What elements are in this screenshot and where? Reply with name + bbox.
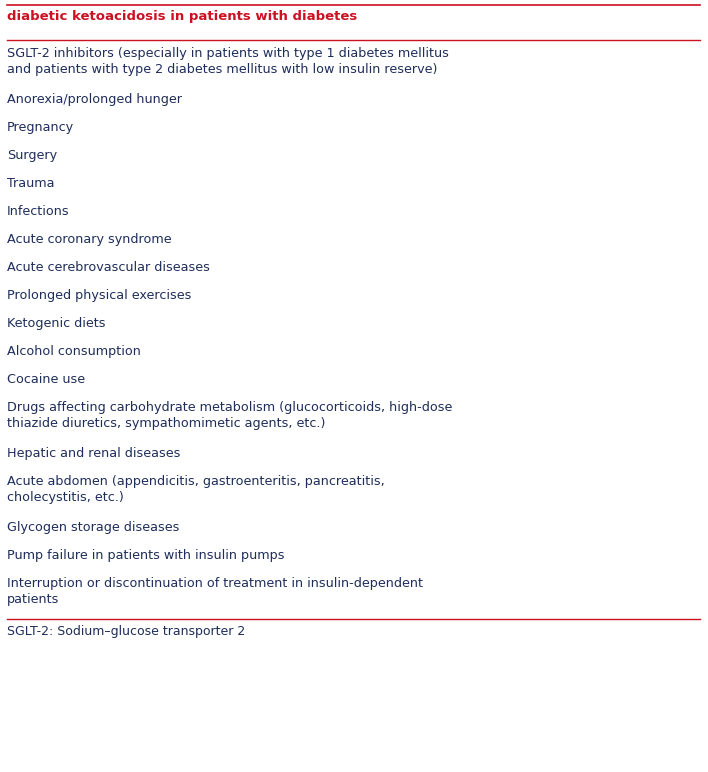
Text: Pregnancy: Pregnancy: [7, 121, 74, 134]
Text: Interruption or discontinuation of treatment in insulin-dependent
patients: Interruption or discontinuation of treat…: [7, 577, 423, 605]
Text: diabetic ketoacidosis in patients with diabetes: diabetic ketoacidosis in patients with d…: [7, 10, 358, 23]
Text: Infections: Infections: [7, 205, 69, 218]
Text: Drugs affecting carbohydrate metabolism (glucocorticoids, high-dose
thiazide diu: Drugs affecting carbohydrate metabolism …: [7, 401, 452, 429]
Text: SGLT-2 inhibitors (especially in patients with type 1 diabetes mellitus
and pati: SGLT-2 inhibitors (especially in patient…: [7, 47, 449, 76]
Text: SGLT-2: Sodium–glucose transporter 2: SGLT-2: Sodium–glucose transporter 2: [7, 625, 245, 638]
Text: Surgery: Surgery: [7, 149, 57, 162]
Text: Anorexia/prolonged hunger: Anorexia/prolonged hunger: [7, 93, 182, 106]
Text: Cocaine use: Cocaine use: [7, 373, 85, 386]
Text: Hepatic and renal diseases: Hepatic and renal diseases: [7, 447, 181, 460]
Text: Alcohol consumption: Alcohol consumption: [7, 345, 141, 358]
Text: Prolonged physical exercises: Prolonged physical exercises: [7, 289, 191, 302]
Text: Glycogen storage diseases: Glycogen storage diseases: [7, 521, 179, 534]
Text: Trauma: Trauma: [7, 177, 55, 190]
Text: Acute abdomen (appendicitis, gastroenteritis, pancreatitis,
cholecystitis, etc.): Acute abdomen (appendicitis, gastroenter…: [7, 475, 384, 503]
Text: Ketogenic diets: Ketogenic diets: [7, 317, 105, 330]
Text: Acute coronary syndrome: Acute coronary syndrome: [7, 233, 171, 246]
Text: Pump failure in patients with insulin pumps: Pump failure in patients with insulin pu…: [7, 549, 285, 562]
Text: Acute cerebrovascular diseases: Acute cerebrovascular diseases: [7, 261, 210, 274]
